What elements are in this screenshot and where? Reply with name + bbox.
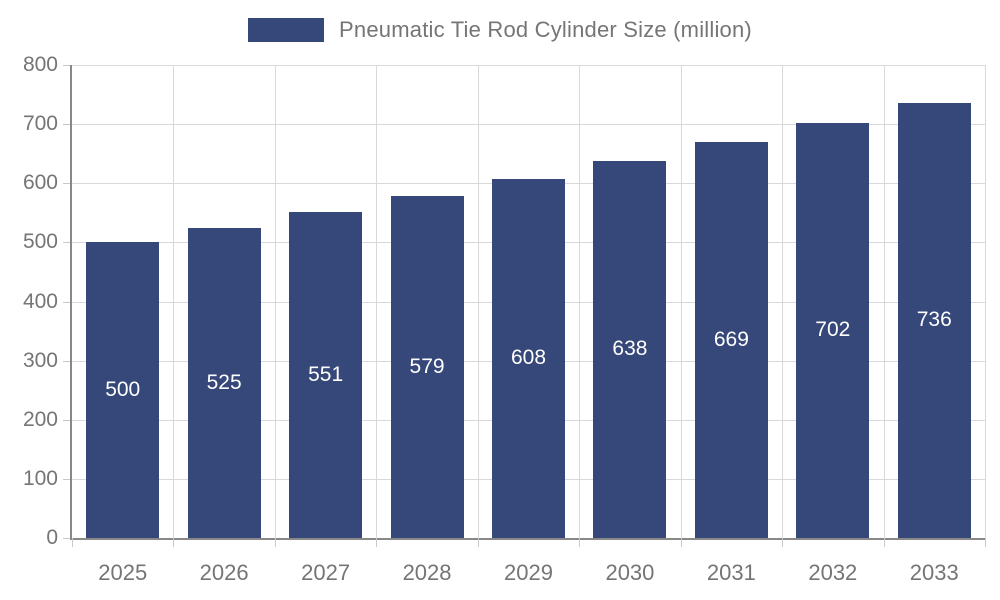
x-tick-label: 2033 [909, 560, 959, 585]
y-axis-line [70, 65, 72, 538]
y-tick-label: 100 [22, 466, 58, 490]
x-tick-label: 2026 [199, 560, 249, 585]
x-tick-mark [579, 538, 581, 547]
bar-value-label: 608 [510, 346, 547, 370]
bar-2030 [593, 160, 667, 538]
bar-2031 [694, 142, 768, 538]
y-tick-mark [63, 183, 70, 185]
bar-value-label: 551 [308, 363, 344, 387]
x-gridline [883, 65, 885, 538]
x-tick-label: 2025 [98, 560, 148, 585]
y-tick-mark [63, 65, 70, 66]
x-gridline [477, 65, 479, 538]
y-tick-label: 500 [22, 230, 58, 254]
bar-value-label: 500 [105, 378, 141, 402]
x-axis-line [70, 538, 985, 540]
legend-label: Pneumatic Tie Rod Cylinder Size (million… [339, 17, 752, 42]
x-tick-label: 2027 [301, 560, 351, 585]
x-tick-label: 2030 [605, 560, 655, 585]
y-tick-label: 300 [22, 348, 58, 372]
y-tick-label: 700 [22, 112, 58, 136]
x-gridline [274, 65, 276, 538]
x-tick-mark [376, 538, 378, 547]
x-tick-mark [883, 538, 885, 547]
x-gridline [680, 65, 682, 538]
legend-swatch [248, 18, 325, 42]
x-gridline [782, 65, 784, 538]
x-gridline [173, 65, 175, 538]
bar-value-label: 638 [612, 337, 648, 361]
y-tick-mark [63, 538, 70, 539]
x-tick-label: 2028 [402, 560, 452, 585]
legend: Pneumatic Tie Rod Cylinder Size (million… [0, 17, 1000, 43]
x-tick-label: 2031 [706, 560, 756, 585]
y-tick-label: 600 [22, 171, 58, 195]
y-tick-label: 200 [22, 407, 58, 431]
bar-2028 [390, 195, 464, 538]
x-gridline [579, 65, 581, 538]
y-tick-mark [63, 419, 70, 421]
x-tick-label: 2032 [808, 560, 858, 585]
bar-value-label: 736 [916, 308, 952, 332]
y-tick-mark [63, 478, 70, 480]
bar-value-label: 525 [206, 370, 242, 394]
bar-value-label: 702 [815, 318, 851, 342]
y-tick-mark [63, 124, 70, 126]
y-tick-label: 0 [46, 526, 58, 549]
bar-2025 [86, 242, 160, 538]
bar-2026 [187, 227, 261, 538]
bar-2032 [796, 122, 870, 538]
x-tick-mark [985, 538, 986, 547]
x-tick-mark [680, 538, 682, 547]
x-tick-mark [477, 538, 479, 547]
bar-value-label: 579 [409, 354, 445, 378]
y-tick-mark [63, 301, 70, 303]
bar-2033 [897, 102, 971, 538]
x-tick-mark [782, 538, 784, 547]
x-tick-mark [274, 538, 276, 547]
plot-area: 0 100 200 300 400 500 600 700 800 500 2025 525 2026 5… [23, 53, 986, 585]
y-tick-mark [63, 242, 70, 244]
y-tick-label: 800 [22, 53, 58, 76]
x-gridline [376, 65, 378, 538]
y-gridline [72, 65, 985, 66]
y-tick-mark [63, 360, 70, 362]
y-tick-label: 400 [22, 289, 58, 313]
x-tick-mark [72, 538, 73, 547]
bar-2029 [492, 178, 565, 538]
x-tick-label: 2029 [504, 560, 553, 585]
y-gridline [72, 124, 985, 126]
x-gridline [985, 65, 986, 538]
x-tick-mark [173, 538, 175, 547]
bar-2027 [289, 212, 363, 538]
bar-value-label: 669 [713, 328, 749, 352]
